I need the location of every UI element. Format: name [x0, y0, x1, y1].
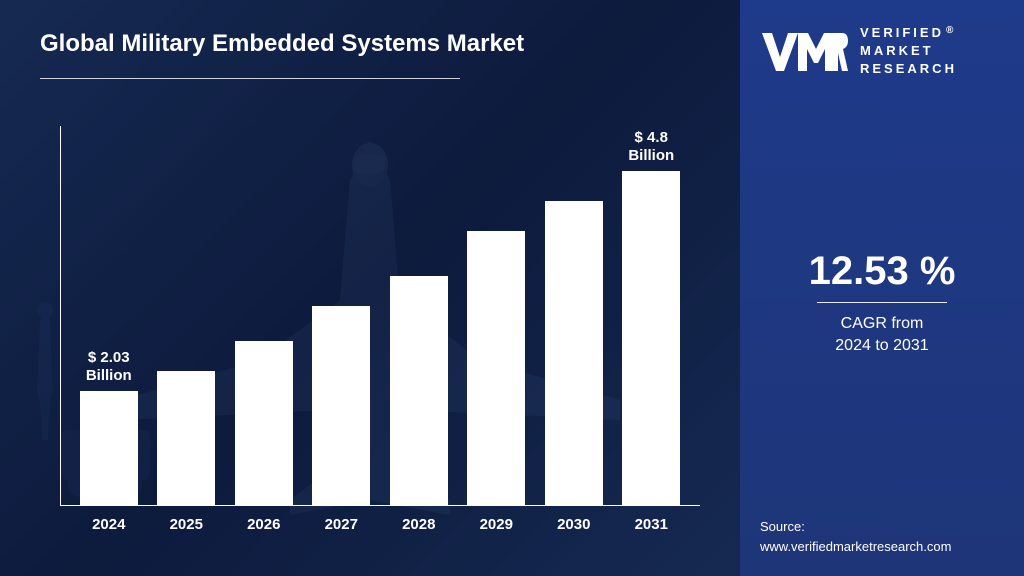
bar-2030 [538, 201, 610, 506]
cagr-stat: 12.53 % CAGR from 2024 to 2031 [760, 249, 1004, 358]
source-label: Source: [760, 517, 1004, 537]
cagr-sub2: 2024 to 2031 [760, 335, 1004, 357]
brand-line2: MARKET [860, 43, 934, 58]
bar-rect [390, 276, 448, 506]
source-block: Source: www.verifiedmarketresearch.com [760, 517, 1004, 556]
stat-underline [817, 302, 947, 303]
bar-rect [467, 231, 525, 506]
bar-rect [622, 171, 680, 506]
brand-line1: VERIFIED [860, 25, 944, 40]
bar-rect [157, 371, 215, 506]
brand-logo: VERIFIED® MARKET RESEARCH [760, 24, 1004, 79]
bar-2025 [150, 371, 222, 506]
bar-value-label: $ 2.03Billion [86, 349, 132, 385]
bar-chart: $ 2.03Billion$ 4.8Billion 20242025202620… [60, 126, 700, 546]
bar-2031: $ 4.8Billion [615, 171, 687, 506]
title-underline [40, 78, 460, 79]
bar-2026 [228, 341, 300, 506]
chart-panel: Global Military Embedded Systems Market … [0, 0, 740, 576]
x-label-2030: 2030 [538, 506, 610, 546]
bar-2027 [305, 306, 377, 506]
brand-line3: RESEARCH [860, 61, 957, 76]
bars-container: $ 2.03Billion $ 4.8Billion [60, 126, 700, 506]
x-label-2028: 2028 [383, 506, 455, 546]
brand-text: VERIFIED® MARKET RESEARCH [860, 24, 957, 79]
bar-rect [235, 341, 293, 506]
bar-value-label: $ 4.8Billion [628, 129, 674, 165]
source-url: www.verifiedmarketresearch.com [760, 537, 1004, 557]
cagr-sub1: CAGR from [760, 313, 1004, 335]
x-label-2026: 2026 [228, 506, 300, 546]
bar-rect [545, 201, 603, 506]
x-label-2025: 2025 [150, 506, 222, 546]
info-panel: VERIFIED® MARKET RESEARCH 12.53 % CAGR f… [740, 0, 1024, 576]
bar-rect [80, 391, 138, 506]
bar-2028 [383, 276, 455, 506]
cagr-value: 12.53 % [760, 249, 1004, 294]
bar-2029 [460, 231, 532, 506]
bar-rect [312, 306, 370, 506]
x-label-2031: 2031 [615, 506, 687, 546]
x-label-2029: 2029 [460, 506, 532, 546]
vmr-logo-icon [760, 27, 850, 75]
chart-title: Global Military Embedded Systems Market [40, 30, 700, 58]
x-labels-container: 20242025202620272028202920302031 [60, 506, 700, 546]
bar-2024: $ 2.03Billion [73, 391, 145, 506]
registered-mark: ® [946, 25, 956, 36]
x-label-2024: 2024 [73, 506, 145, 546]
x-label-2027: 2027 [305, 506, 377, 546]
